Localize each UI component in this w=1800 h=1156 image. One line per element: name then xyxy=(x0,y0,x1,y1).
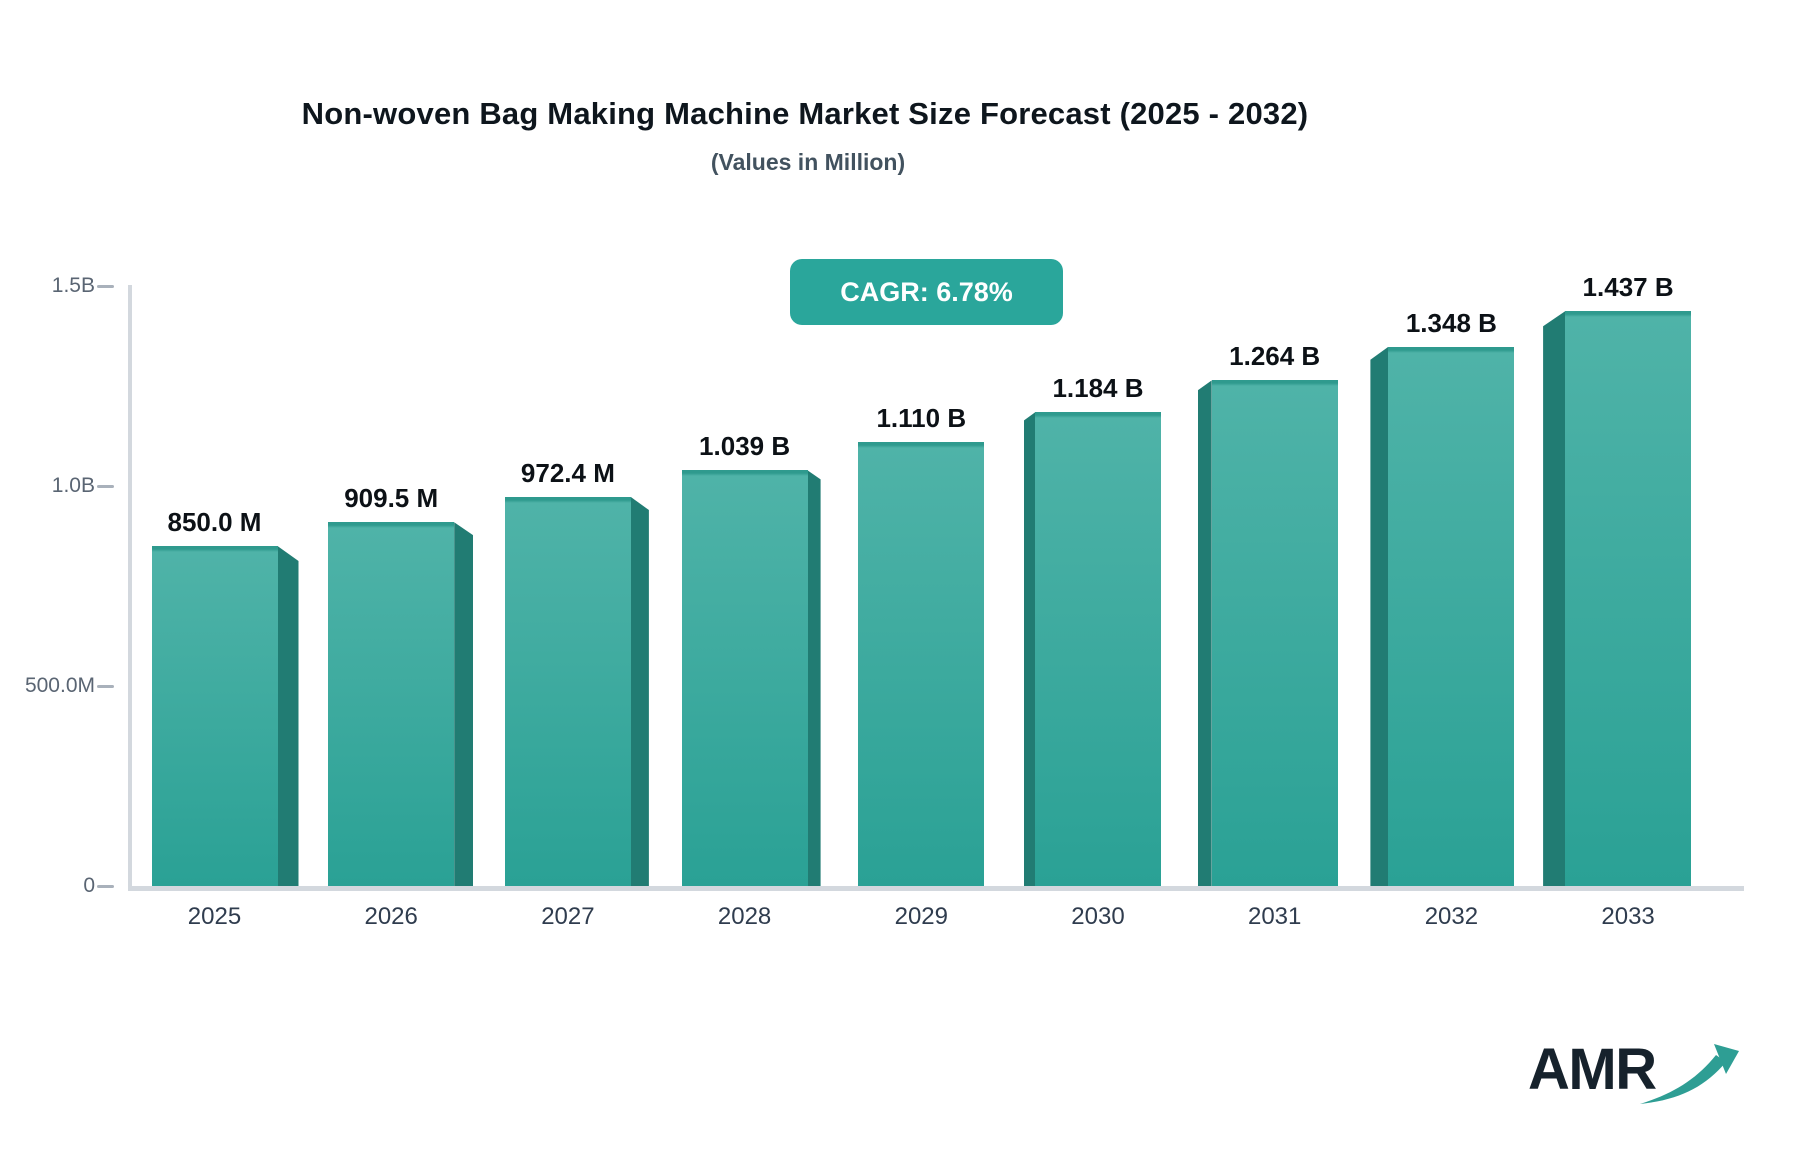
bar-2033[interactable] xyxy=(1565,311,1692,886)
cagr-badge-label: CAGR: 6.78% xyxy=(840,276,1013,307)
bar-value-label-2027: 972.4 M xyxy=(520,458,615,489)
y-axis-line xyxy=(128,285,132,889)
x-axis-line xyxy=(128,886,1744,891)
bar-2025[interactable] xyxy=(151,546,278,886)
bar-value-label-2025: 850.0 M xyxy=(167,507,262,537)
amr-logo: AMR xyxy=(1528,1036,1739,1126)
bar-2031[interactable] xyxy=(1211,380,1338,886)
cagr-badge: CAGR: 6.78% xyxy=(790,259,1063,325)
bar-2030[interactable] xyxy=(1035,412,1161,886)
bar-side-face-2027 xyxy=(630,497,649,886)
chart-title: Non-woven Bag Making Machine Market Size… xyxy=(301,96,1309,131)
bar-side-face-2031 xyxy=(1197,380,1212,886)
bar-side-face-2033 xyxy=(1543,311,1566,886)
bar-2032[interactable] xyxy=(1388,346,1515,886)
x-axis-label-2032: 2032 xyxy=(1424,903,1479,930)
x-axis-label-2027: 2027 xyxy=(541,903,595,930)
y-tick-dash-0 xyxy=(97,885,114,888)
bar-side-face-2026 xyxy=(454,522,474,886)
y-tick-dash-500.0M xyxy=(97,685,114,688)
x-axis-label-2026: 2026 xyxy=(364,903,418,930)
y-tick-label-0: 0 xyxy=(83,874,95,897)
bar-side-face-2028 xyxy=(807,470,821,886)
y-tick-dash-1.5B xyxy=(97,285,114,288)
x-axis-label-2025: 2025 xyxy=(187,903,242,930)
growth-arrow-icon xyxy=(1640,1044,1739,1104)
amr-logo-text: AMR xyxy=(1528,1037,1657,1102)
bar-value-label-2033: 1.437 B xyxy=(1582,272,1674,303)
y-tick-label-1.5B: 1.5B xyxy=(51,274,95,297)
bar-2028[interactable] xyxy=(681,470,808,886)
bar-2027[interactable] xyxy=(504,497,631,886)
y-tick-label-1.0B: 1.0B xyxy=(51,474,95,497)
bar-2026[interactable] xyxy=(328,522,455,886)
bar-2029[interactable] xyxy=(858,442,985,886)
bar-value-label-2032: 1.348 B xyxy=(1405,307,1497,338)
bar-value-label-2031: 1.264 B xyxy=(1229,341,1321,372)
y-tick-dash-1.0B xyxy=(97,485,114,488)
bar-value-label-2029: 1.110 B xyxy=(876,403,967,433)
chart-subtitle: (Values in Million) xyxy=(710,149,906,175)
bar-value-label-2030: 1.184 B xyxy=(1052,373,1144,404)
bar-side-face-2025 xyxy=(277,546,299,886)
x-axis-label-2030: 2030 xyxy=(1071,903,1125,930)
bar-value-label-2026: 909.5 M xyxy=(344,483,439,514)
x-axis-label-2031: 2031 xyxy=(1247,903,1302,930)
x-axis-label-2028: 2028 xyxy=(717,903,772,930)
x-axis-label-2029: 2029 xyxy=(894,903,948,930)
y-tick-label-500.0M: 500.0M xyxy=(24,674,95,697)
x-axis-label-2033: 2033 xyxy=(1601,903,1655,930)
bar-side-face-2030 xyxy=(1024,412,1035,886)
bar-side-face-2032 xyxy=(1370,346,1389,886)
bar-value-label-2028: 1.039 B xyxy=(699,431,791,462)
